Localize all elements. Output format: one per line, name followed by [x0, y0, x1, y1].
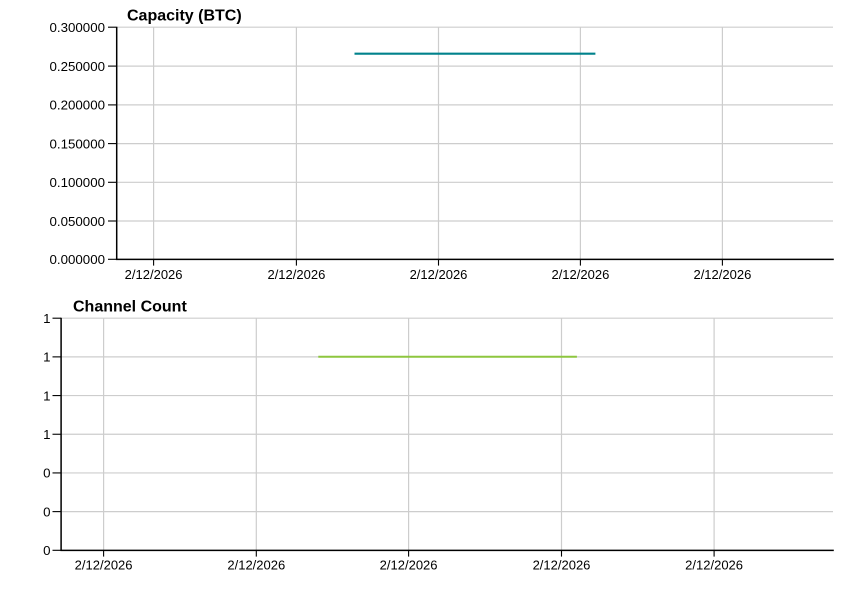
svg-text:Capacity (BTC): Capacity (BTC): [127, 8, 242, 25]
svg-text:2/12/2026: 2/12/2026: [693, 267, 751, 282]
svg-text:2/12/2026: 2/12/2026: [75, 557, 133, 572]
svg-text:0.250000: 0.250000: [50, 59, 105, 74]
svg-text:2/12/2026: 2/12/2026: [551, 267, 609, 282]
svg-text:0.300000: 0.300000: [50, 20, 105, 35]
svg-text:0.050000: 0.050000: [50, 214, 105, 229]
svg-text:2/12/2026: 2/12/2026: [267, 267, 325, 282]
svg-text:2/12/2026: 2/12/2026: [227, 557, 285, 572]
svg-text:0.100000: 0.100000: [50, 175, 105, 190]
svg-text:0.200000: 0.200000: [50, 98, 105, 113]
svg-text:0.150000: 0.150000: [50, 136, 105, 151]
svg-text:1: 1: [43, 427, 50, 442]
svg-text:0: 0: [43, 504, 50, 519]
svg-text:2/12/2026: 2/12/2026: [533, 557, 591, 572]
svg-text:2/12/2026: 2/12/2026: [125, 267, 183, 282]
svg-text:1: 1: [43, 388, 50, 403]
svg-text:0: 0: [43, 466, 50, 481]
svg-text:1: 1: [43, 311, 50, 326]
svg-text:2/12/2026: 2/12/2026: [410, 267, 468, 282]
svg-text:0.000000: 0.000000: [50, 252, 105, 267]
svg-text:0: 0: [43, 543, 50, 558]
svg-text:2/12/2026: 2/12/2026: [380, 557, 438, 572]
svg-text:2/12/2026: 2/12/2026: [685, 557, 743, 572]
svg-text:1: 1: [43, 350, 50, 365]
svg-text:Channel Count: Channel Count: [73, 299, 187, 316]
